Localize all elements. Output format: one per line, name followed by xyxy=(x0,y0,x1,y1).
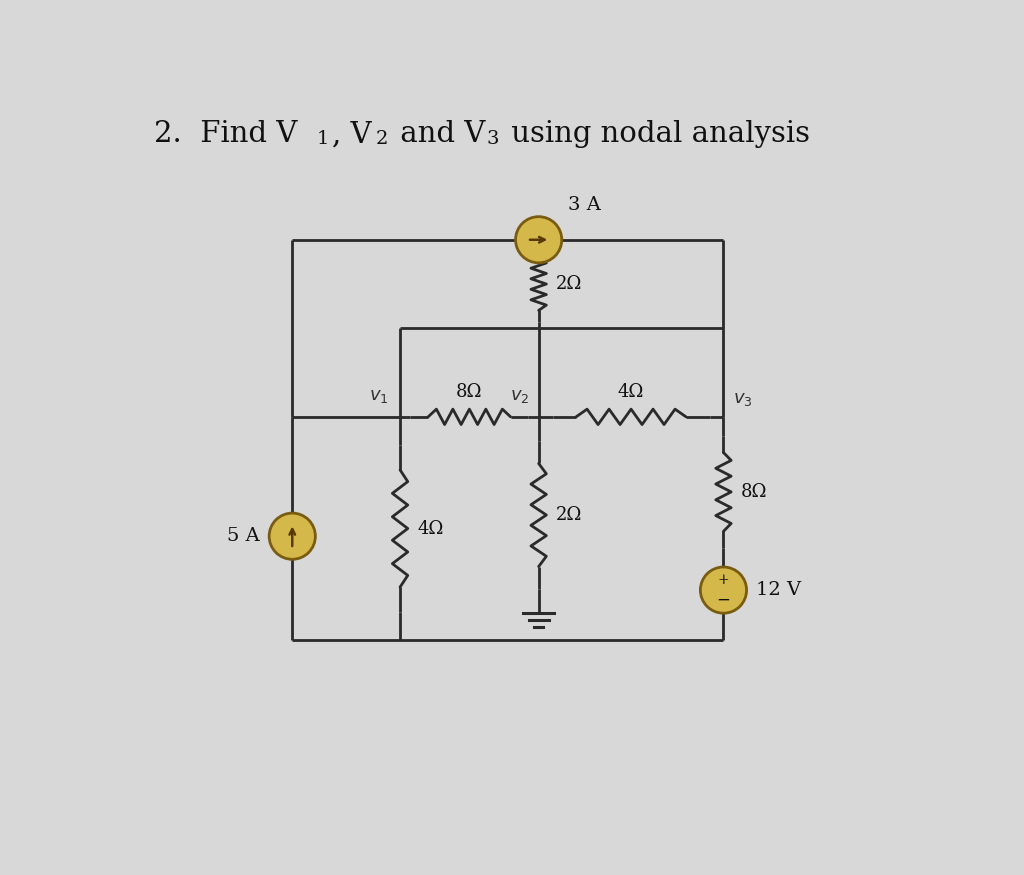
Circle shape xyxy=(700,567,746,613)
Text: 2: 2 xyxy=(376,130,388,149)
Circle shape xyxy=(515,217,562,262)
Circle shape xyxy=(269,513,315,559)
Text: 2Ω: 2Ω xyxy=(556,275,582,293)
Text: −: − xyxy=(717,592,730,608)
Text: 1: 1 xyxy=(316,130,330,149)
Text: $v_3$: $v_3$ xyxy=(733,389,753,408)
Text: 4Ω: 4Ω xyxy=(417,520,443,537)
Text: $v_1$: $v_1$ xyxy=(369,388,388,405)
Text: 2.  Find V: 2. Find V xyxy=(154,121,297,149)
Text: 4Ω: 4Ω xyxy=(617,383,644,402)
Text: +: + xyxy=(718,573,729,587)
Text: and V: and V xyxy=(391,121,485,149)
Text: , V: , V xyxy=(333,121,372,149)
Text: 3 A: 3 A xyxy=(568,196,601,214)
Text: 8Ω: 8Ω xyxy=(740,483,767,500)
Text: 5 A: 5 A xyxy=(227,528,260,545)
Text: 8Ω: 8Ω xyxy=(456,383,482,402)
Text: $v_2$: $v_2$ xyxy=(510,388,529,405)
Text: 12 V: 12 V xyxy=(756,581,801,599)
Text: 2Ω: 2Ω xyxy=(556,506,582,524)
Text: 3: 3 xyxy=(486,130,499,149)
Text: using nodal analysis: using nodal analysis xyxy=(502,121,810,149)
